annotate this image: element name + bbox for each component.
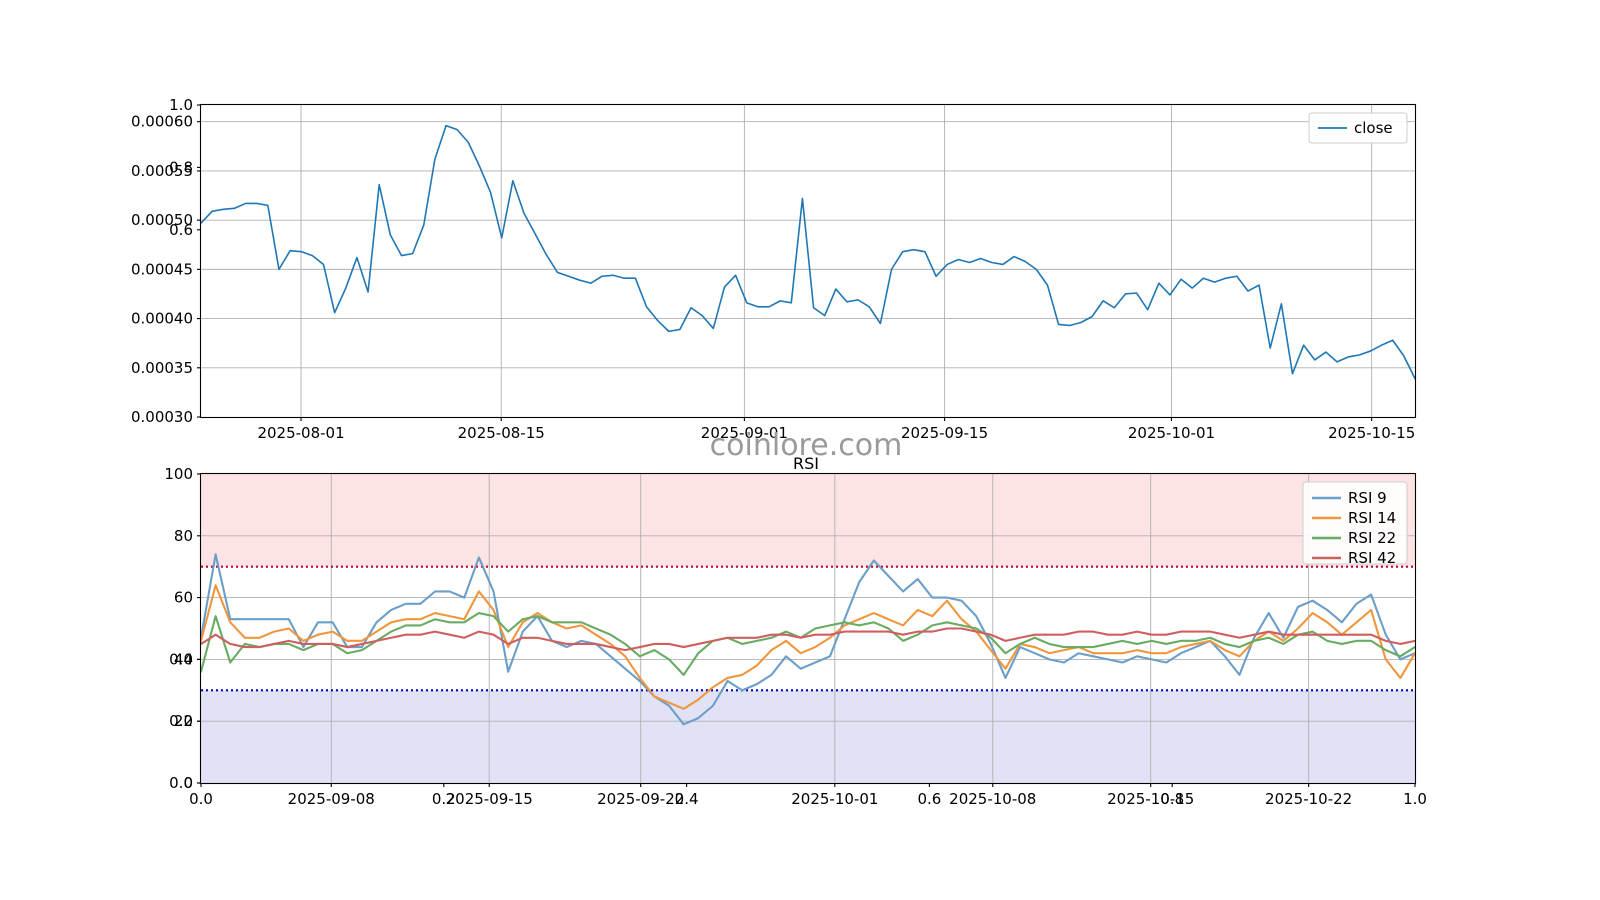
rsi-y-tick-label: 40 (174, 650, 193, 668)
rsi-overlay-x-tick-labels: 0.0 0.2 0.4 0.6 0.8 1.0 (189, 783, 1427, 808)
price-y-tick-label: 0.00035 (131, 359, 193, 377)
price-series-lines (200, 124, 1416, 380)
rsi-overlay-x-tick-label: 0.6 (917, 790, 941, 808)
price-overlay-y-tick-label: 1.0 (169, 96, 193, 114)
price-line-close (200, 124, 1416, 380)
rsi-y-tick-label: 100 (164, 465, 193, 483)
price-x-tick-label: 2025-08-01 (257, 424, 344, 442)
rsi-overbought-band (201, 474, 1415, 567)
rsi-x-tick-label: 2025-09-08 (288, 790, 375, 808)
rsi-x-tick-label: 2025-10-01 (791, 790, 878, 808)
rsi-overlay-x-tick-label: 1.0 (1403, 790, 1427, 808)
price-y-tick-label: 0.00030 (131, 408, 193, 426)
rsi-series-lines (199, 553, 1417, 726)
rsi-line-rsi42 (199, 627, 1417, 652)
rsi-overlay-y-tick-label: 0.4 (169, 650, 193, 668)
rsi-plot-frame (199, 472, 1417, 785)
price-plot-frame (199, 103, 1417, 419)
rsi-legend-label-rsi9: RSI 9 (1348, 489, 1387, 507)
price-legend: close (1308, 112, 1408, 144)
price-x-tick-label: 2025-09-01 (701, 424, 788, 442)
price-legend-label-close: close (1354, 119, 1393, 137)
rsi-threshold-lines (201, 565, 1415, 692)
price-gridlines (201, 105, 1415, 417)
rsi-overlay-x-tick-label: 0.8 (1160, 790, 1184, 808)
price-overlay-y-tick-label: 0.8 (169, 158, 193, 176)
price-y-tick-label: 0.00045 (131, 260, 193, 278)
price-y-tick-label: 0.00040 (131, 310, 193, 328)
rsi-threshold-bands (201, 474, 1415, 783)
rsi-oversold-band (201, 690, 1415, 783)
rsi-y-tick-label: 0 (183, 774, 193, 792)
rsi-legend-label-rsi22: RSI 22 (1348, 529, 1396, 547)
price-overlay-y-tick-label: 0.6 (169, 221, 193, 239)
rsi-y-tick-labels: 0 20 40 60 80 100 (164, 465, 201, 792)
price-x-tick-label: 2025-08-15 (458, 424, 545, 442)
rsi-y-tick-label: 60 (174, 589, 193, 607)
rsi-y-tick-label: 80 (174, 527, 193, 545)
watermark-coinlore: coinlore.com (710, 428, 903, 463)
price-x-tick-label: 2025-09-15 (901, 424, 988, 442)
rsi-overlay-y-tick-label: 0.2 (169, 712, 193, 730)
rsi-x-tick-label: 2025-10-15 (1107, 790, 1194, 808)
rsi-legend-box (1302, 481, 1408, 565)
rsi-overlay-x-tick-label: 0.0 (189, 790, 213, 808)
rsi-x-tick-label: 2025-10-08 (949, 790, 1036, 808)
rsi-x-tick-labels: 2025-09-08 2025-09-15 2025-09-22 2025-10-01… (288, 783, 1352, 808)
price-x-tick-labels: 2025-08-01 2025-08-15 2025-09-01 2025-09-15… (257, 417, 1415, 442)
price-x-tick-label: 2025-10-01 (1128, 424, 1215, 442)
price-y-tick-label: 0.00060 (131, 113, 193, 131)
rsi-line-rsi22 (199, 612, 1417, 676)
rsi-x-tick-label: 2025-09-22 (597, 790, 684, 808)
rsi-legend-label-rsi14: RSI 14 (1348, 509, 1396, 527)
price-y-tick-labels: 0.00030 0.00035 0.00040 0.00045 0.00050 0.000… (131, 113, 201, 426)
price-axes: 0.00030 0.00035 0.00040 0.00045 0.00050 0.000… (131, 96, 1417, 442)
rsi-line-rsi14 (199, 584, 1417, 710)
rsi-overlay-x-tick-label: 0.4 (675, 790, 699, 808)
rsi-y-tick-label: 20 (174, 712, 193, 730)
price-y-tick-label: 0.00050 (131, 211, 193, 229)
price-legend-box (1308, 112, 1408, 144)
rsi-gridlines (201, 474, 1415, 783)
rsi-overlay-x-tick-label: 0.2 (432, 790, 456, 808)
rsi-overlay-y-tick-labels: 0.0 0.2 0.4 (169, 650, 201, 792)
price-y-tick-label: 0.00055 (131, 162, 193, 180)
rsi-chart-title: RSI (793, 454, 819, 473)
rsi-legend-label-rsi42: RSI 42 (1348, 549, 1396, 567)
rsi-x-tick-label: 2025-09-15 (446, 790, 533, 808)
price-x-tick-label: 2025-10-15 (1328, 424, 1415, 442)
rsi-x-tick-label: 2025-10-22 (1265, 790, 1352, 808)
rsi-overlay-y-tick-label: 0.0 (169, 774, 193, 792)
rsi-legend: RSI 9 RSI 14 RSI 22 RSI 42 (1302, 481, 1408, 567)
